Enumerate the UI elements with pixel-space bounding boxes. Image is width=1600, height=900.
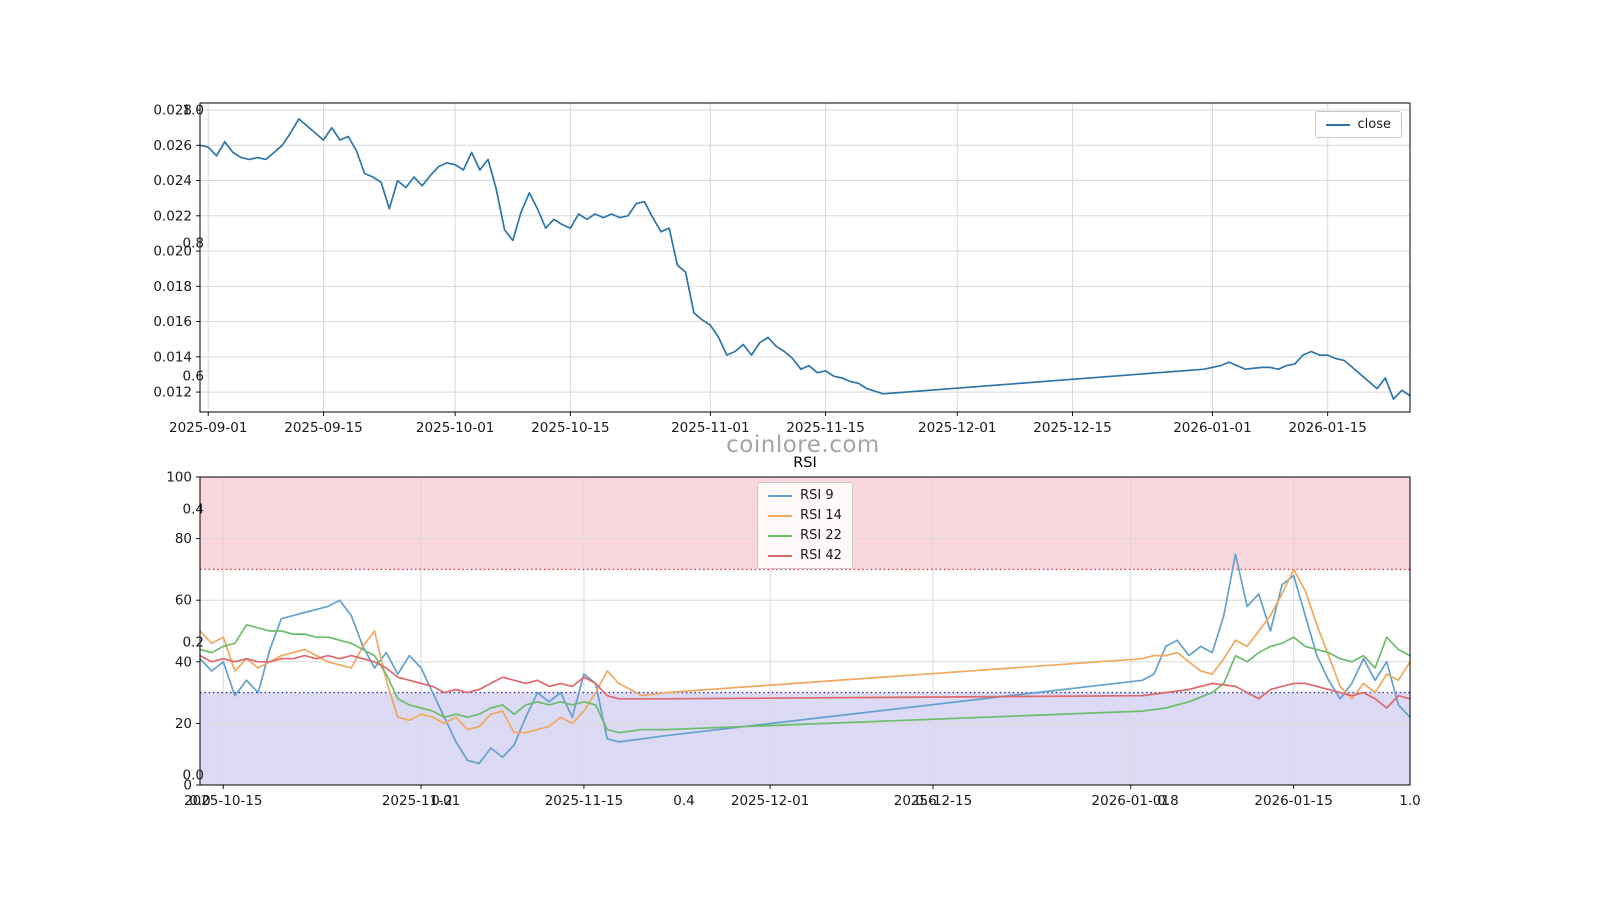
figure-fraction-y-label: 0.4 xyxy=(183,502,204,518)
legend-line-swatch xyxy=(768,514,793,517)
oversold-band xyxy=(200,692,1410,785)
y-tick-label: 80 xyxy=(175,531,192,547)
legend-item-rsi-9: RSI 9 xyxy=(768,488,842,503)
y-tick-label: 0.022 xyxy=(153,208,192,224)
y-tick-label: 0.014 xyxy=(153,349,192,365)
x-tick-label: 2025-09-01 xyxy=(169,420,247,436)
legend-label: RSI 42 xyxy=(800,548,842,563)
price-legend: close xyxy=(1314,111,1402,138)
y-tick-label: 0.018 xyxy=(153,279,192,295)
series-line-close xyxy=(199,118,1411,400)
legend-item-rsi-22: RSI 22 xyxy=(768,528,842,543)
x-tick-label: 2026-01-15 xyxy=(1288,420,1366,436)
x-tick-label: 2025-10-15 xyxy=(531,420,609,436)
legend-label: RSI 9 xyxy=(800,488,834,503)
figure-fraction-x-label: 0.6 xyxy=(915,793,936,809)
x-tick-label: 2026-01-15 xyxy=(1254,793,1332,809)
x-tick-label: 2026-01-01 xyxy=(1092,793,1170,809)
plot-border xyxy=(199,102,1411,413)
figure-fraction-x-label: 1.0 xyxy=(1399,793,1420,809)
legend-label: RSI 14 xyxy=(800,508,842,523)
legend-line-swatch xyxy=(768,554,793,557)
y-tick-label: 0.020 xyxy=(153,244,192,260)
y-tick-label: 0.028 xyxy=(153,103,192,119)
y-tick-label: 0.024 xyxy=(153,173,192,189)
y-tick-label: 40 xyxy=(175,654,192,670)
x-tick-label: 2025-12-01 xyxy=(731,793,809,809)
plot-border xyxy=(199,476,1411,786)
y-tick-label: 20 xyxy=(175,716,192,732)
legend-line-swatch xyxy=(768,534,793,537)
x-tick-label: 2025-12-01 xyxy=(918,420,996,436)
figure-fraction-x-label: 0.4 xyxy=(673,793,694,809)
y-tick-label: 0 xyxy=(183,778,192,794)
legend-label: RSI 22 xyxy=(800,528,842,543)
x-tick-label: 2025-09-15 xyxy=(284,420,362,436)
x-tick-label: 2025-10-01 xyxy=(416,420,494,436)
x-tick-label: 2025-11-15 xyxy=(545,793,623,809)
x-tick-label: 2025-11-15 xyxy=(786,420,864,436)
figure-fraction-y-label: 0.6 xyxy=(183,369,204,385)
figure-fraction-y-label: 0.2 xyxy=(183,635,204,651)
x-tick-label: 2026-01-01 xyxy=(1173,420,1251,436)
y-tick-label: 0.012 xyxy=(153,385,192,401)
figure-fraction-x-label: 0.2 xyxy=(431,793,452,809)
watermark: coinlore.com xyxy=(726,432,880,458)
legend-item-rsi-42: RSI 42 xyxy=(768,548,842,563)
figure-fraction-y-label: 1.0 xyxy=(183,103,204,119)
figure-fraction-y-label: 0.8 xyxy=(183,236,204,252)
legend-line-swatch xyxy=(1325,123,1350,126)
rsi-title: RSI xyxy=(793,455,817,471)
x-tick-label: 2025-11-01 xyxy=(671,420,749,436)
x-tick-label: 2025-10-15 xyxy=(184,793,262,809)
y-tick-label: 0.026 xyxy=(153,138,192,154)
figure-fraction-y-label: 0.0 xyxy=(183,768,204,784)
legend-line-swatch xyxy=(768,494,793,497)
series-line-rsi-22 xyxy=(199,623,1411,734)
x-tick-label: 2025-11-01 xyxy=(382,793,460,809)
x-tick-label: 2025-12-15 xyxy=(1033,420,1111,436)
series-line-rsi-42 xyxy=(199,654,1411,709)
legend-item-rsi-14: RSI 14 xyxy=(768,508,842,523)
y-tick-label: 0.016 xyxy=(153,314,192,330)
x-tick-label: 2025-12-15 xyxy=(894,793,972,809)
y-tick-label: 100 xyxy=(166,470,192,486)
price-plot: 2025-09-01 2025-09-15 2025-10-01 2025-10-15… xyxy=(153,102,1411,436)
legend-label: close xyxy=(1357,117,1391,132)
figure-fraction-x-label: 0.8 xyxy=(1157,793,1178,809)
y-tick-label: 60 xyxy=(175,593,192,609)
rsi-legend: RSI 9 RSI 14 RSI 22 RSI 42 xyxy=(757,482,853,569)
figure-fraction-x-label: 0.0 xyxy=(189,793,210,809)
legend-item-close: close xyxy=(1325,117,1391,132)
